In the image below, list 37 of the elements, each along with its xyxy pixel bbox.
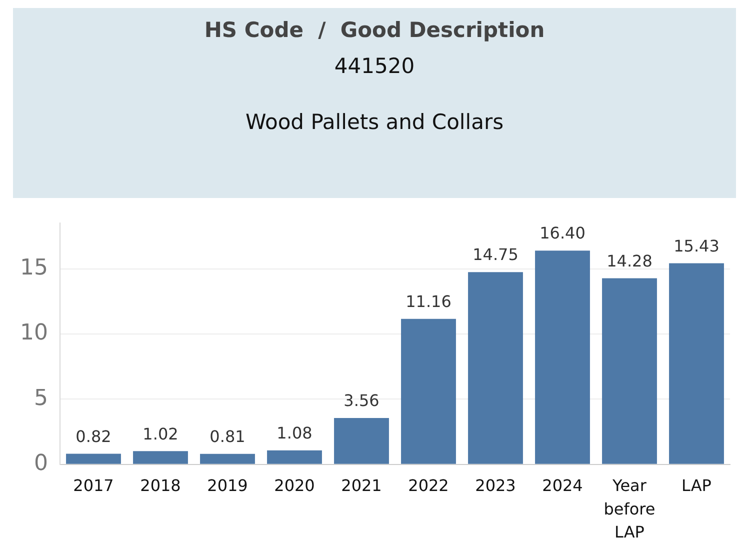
text: Wood Pallets and Collars: [244, 110, 505, 134]
bar: [133, 451, 188, 464]
y-tick-label: 5: [34, 386, 48, 411]
bar: [602, 278, 657, 464]
chart-title: HS Code / Good Description: [203, 17, 546, 44]
bar: [669, 263, 724, 464]
x-tick-label: 2017: [73, 476, 114, 496]
bar: [468, 272, 523, 464]
chart-subtitle: 441520: [333, 53, 416, 80]
x-tick-label: LAP: [682, 476, 712, 496]
bar: [334, 418, 389, 464]
x-tick-label: 2021: [341, 476, 382, 496]
x-tick-label: 2024: [542, 476, 583, 496]
bar: [66, 454, 121, 464]
y-tick-label: 15: [20, 256, 48, 281]
y-tick-label: 0: [34, 451, 48, 476]
x-tick-label: 2023: [475, 476, 516, 496]
bar: [200, 454, 255, 464]
data-label: 0.82: [76, 426, 112, 446]
data-label: 14.28: [606, 251, 652, 270]
x-tick-label: 2020: [274, 476, 315, 496]
x-tick-label: 2019: [207, 476, 248, 496]
data-label: 3.56: [344, 391, 380, 410]
x-tick-label: 2022: [408, 476, 449, 496]
bar: [401, 318, 456, 464]
data-label: 14.75: [472, 245, 518, 264]
y-tick-label: 10: [20, 320, 48, 346]
data-label: 11.16: [406, 292, 452, 312]
data-label: 1.02: [142, 424, 178, 444]
data-label: 0.81: [210, 426, 246, 446]
data-label: 16.40: [540, 224, 586, 243]
x-tick-label: Year before LAP: [604, 476, 656, 542]
bar: [535, 250, 590, 464]
data-label: 15.43: [674, 236, 720, 256]
bar: [267, 450, 322, 464]
data-label: 1.08: [276, 423, 312, 442]
x-tick-label: 2018: [140, 476, 181, 496]
